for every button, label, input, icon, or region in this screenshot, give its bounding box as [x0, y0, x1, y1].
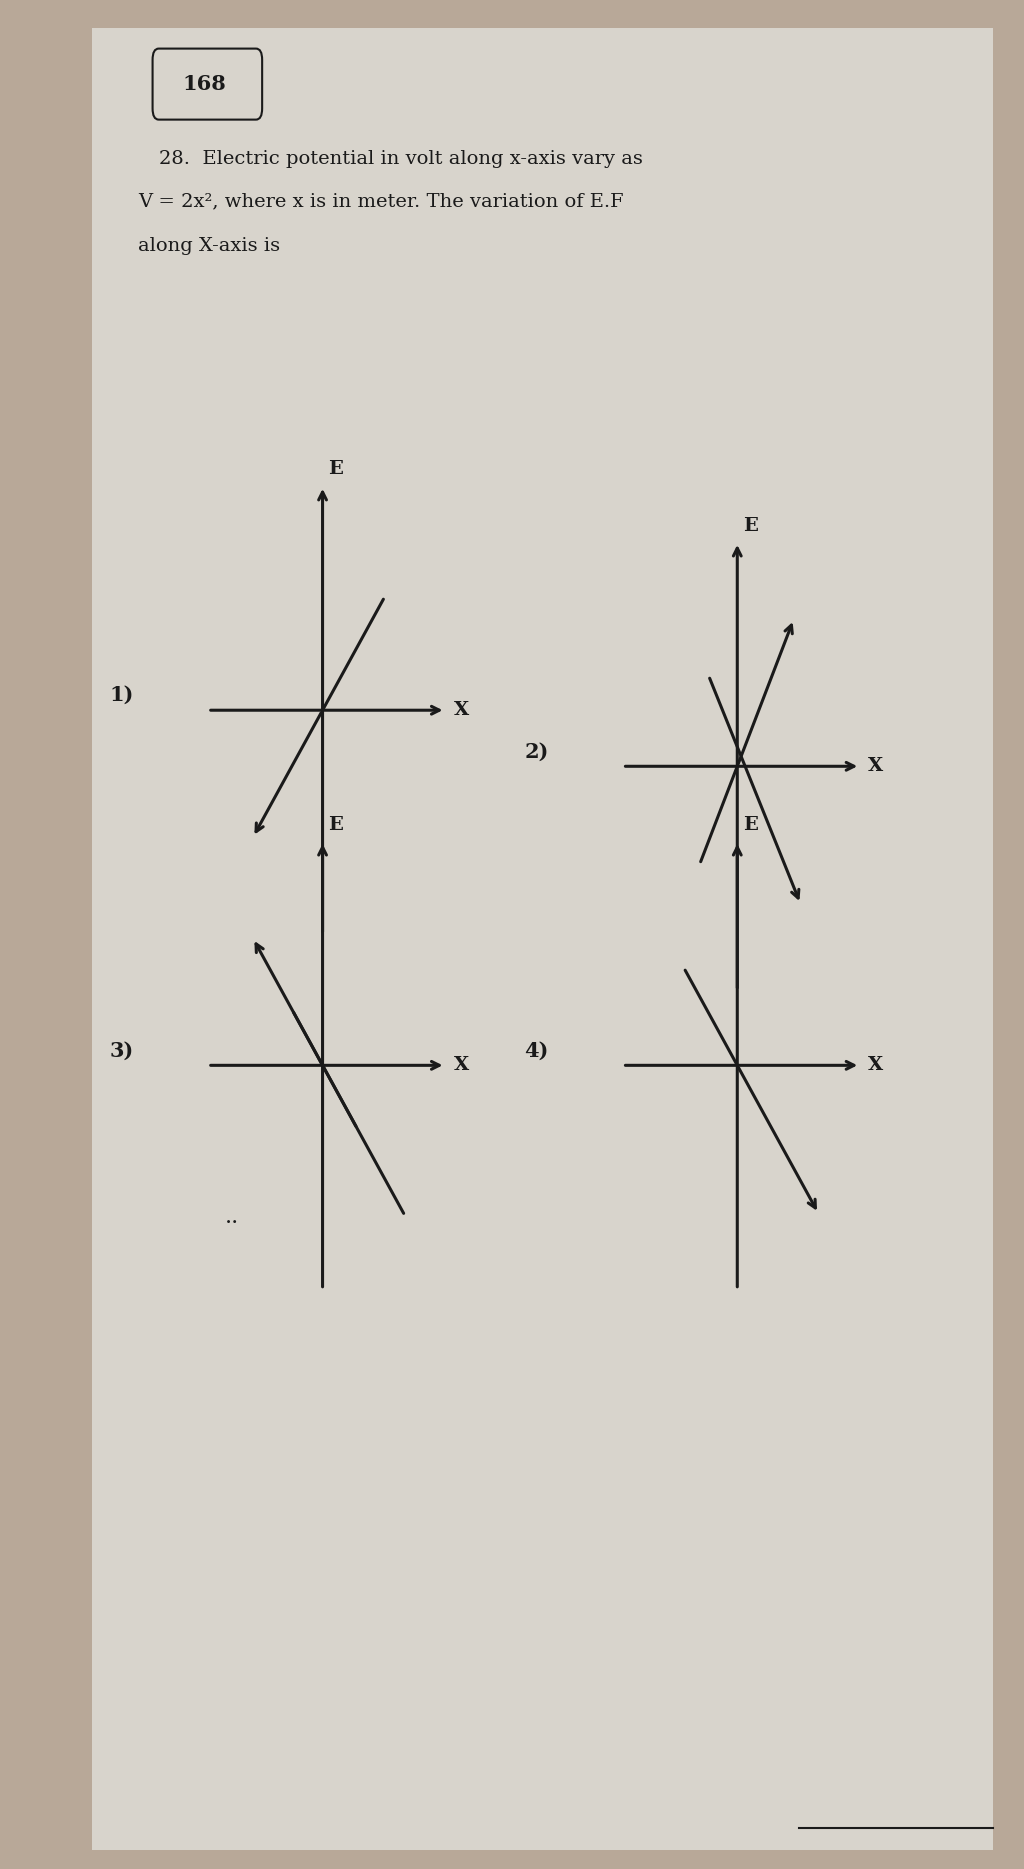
- Text: 168: 168: [183, 75, 226, 93]
- Text: ..: ..: [225, 1206, 240, 1228]
- Text: V = 2x², where x is in meter. The variation of E.F: V = 2x², where x is in meter. The variat…: [138, 193, 624, 211]
- Text: 4): 4): [524, 1041, 549, 1060]
- Text: 2): 2): [524, 742, 549, 761]
- FancyBboxPatch shape: [92, 28, 993, 1850]
- Text: 3): 3): [110, 1041, 134, 1060]
- FancyBboxPatch shape: [153, 49, 262, 120]
- Text: E: E: [743, 815, 758, 834]
- Text: X: X: [454, 1056, 469, 1075]
- Text: 1): 1): [110, 686, 134, 705]
- Text: E: E: [743, 516, 758, 535]
- Text: E: E: [329, 815, 343, 834]
- Text: X: X: [868, 757, 884, 776]
- Text: X: X: [868, 1056, 884, 1075]
- Text: along X-axis is: along X-axis is: [138, 237, 281, 256]
- Text: X: X: [454, 701, 469, 720]
- Text: E: E: [329, 460, 343, 478]
- Text: 28.  Electric potential in volt along x-axis vary as: 28. Electric potential in volt along x-a…: [159, 150, 643, 168]
